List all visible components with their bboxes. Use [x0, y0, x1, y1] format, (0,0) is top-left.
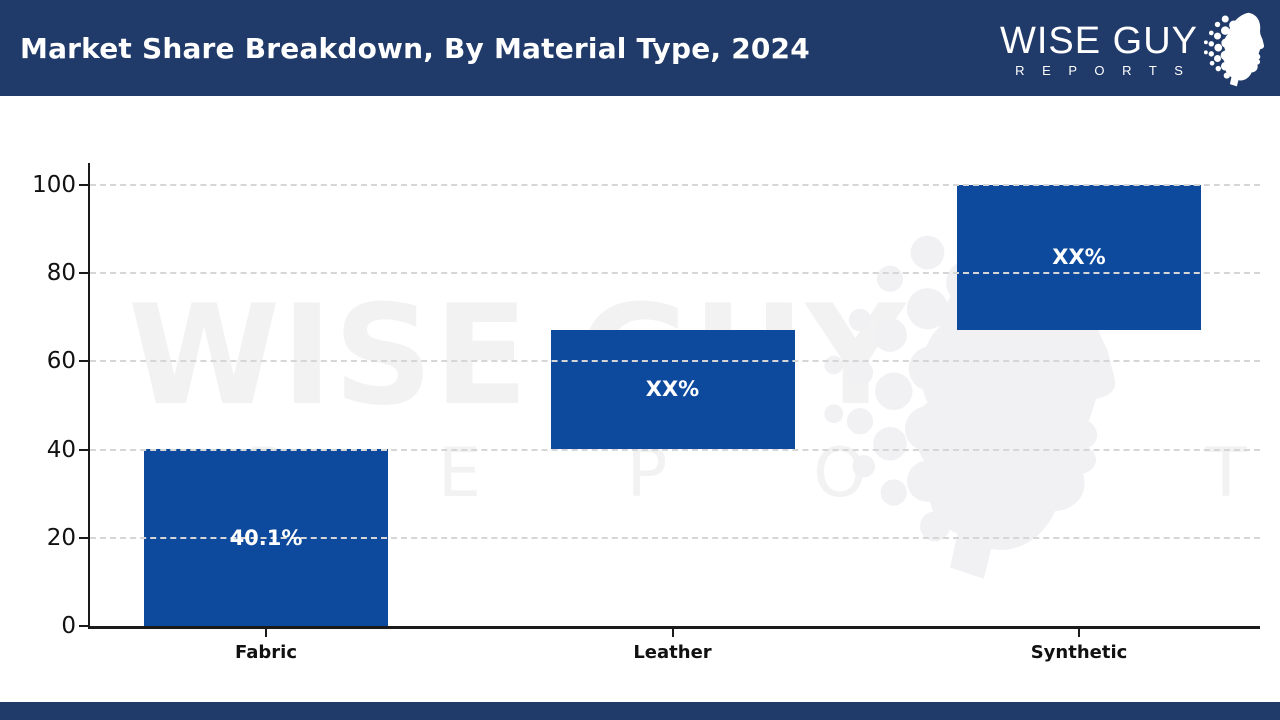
footer-bar — [0, 702, 1280, 720]
y-axis-tick — [79, 448, 88, 451]
y-axis-tick — [79, 625, 88, 627]
bar-synthetic — [957, 185, 1201, 330]
bar-value-label: XX% — [1052, 245, 1106, 270]
x-axis-label-synthetic: Synthetic — [1030, 642, 1128, 663]
y-axis-label-100: 100 — [32, 172, 76, 198]
y-axis-label-60: 60 — [46, 348, 76, 375]
gridline-20 — [90, 536, 1260, 539]
x-axis-tick — [265, 626, 267, 637]
brand-logo-text: WISE GUY R E P O R T S — [999, 19, 1198, 79]
x-axis-label-fabric: Fabric — [235, 642, 297, 663]
gridline-40 — [90, 448, 1260, 451]
x-axis-label-leather: Leather — [633, 642, 712, 663]
y-axis-label-40: 40 — [46, 436, 76, 463]
y-axis-tick — [79, 272, 88, 275]
y-axis-label-80: 80 — [46, 260, 76, 287]
gridline-100 — [90, 184, 1260, 186]
x-axis-tick — [1078, 626, 1080, 637]
brand-subtitle: R E P O R T S — [1015, 63, 1190, 79]
bar-leather — [550, 329, 795, 450]
y-axis-tick — [79, 536, 88, 539]
y-axis-tick — [79, 360, 88, 363]
plot-area: 40.1% Fabric XX% Leather XX% Synthetic 0 20 40 60… — [32, 163, 1260, 663]
page-header: Market Share Breakdown, By Material Type… — [0, 0, 1280, 96]
gridline-60 — [90, 360, 1260, 363]
wise-guy-head-dots-icon — [1202, 11, 1264, 89]
x-axis-tick — [671, 626, 674, 637]
watermark-brand-subtitle: R E P O R T S — [245, 434, 1280, 513]
y-axis-label-0: 0 — [61, 613, 76, 639]
y-axis-tick — [79, 184, 88, 186]
brand-name: WISE GUY — [999, 19, 1198, 62]
bar-value-label: XX% — [645, 377, 700, 402]
bar-value-label: 40.1% — [229, 525, 303, 550]
brand-logo: WISE GUY R E P O R T S — [1000, 8, 1264, 92]
y-axis-label-20: 20 — [46, 524, 76, 551]
page-title: Market Share Breakdown, By Material Type… — [20, 31, 810, 65]
gridline-80 — [90, 272, 1260, 275]
